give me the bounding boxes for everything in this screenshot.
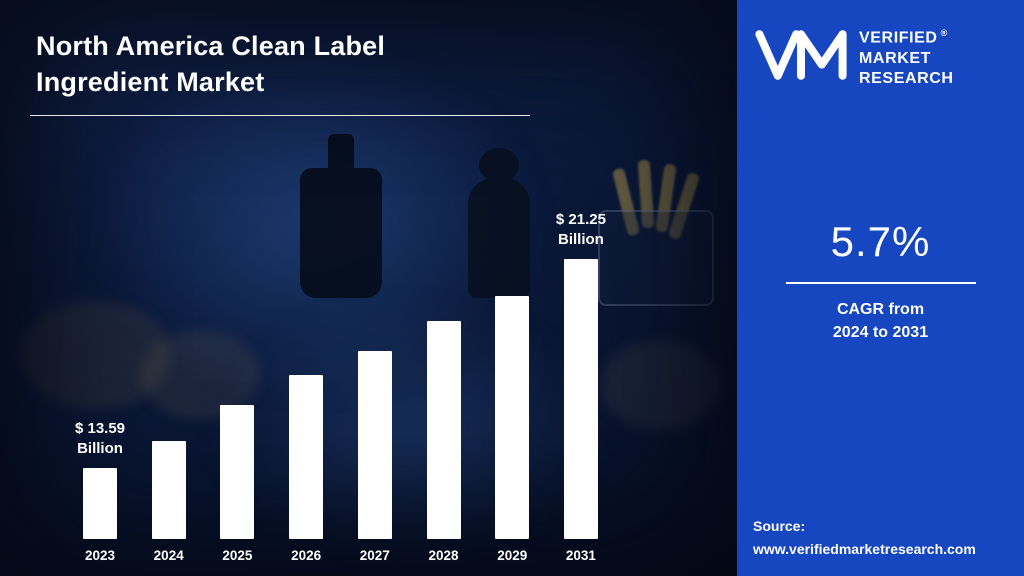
- bar: [563, 259, 598, 539]
- x-axis-label: 2026: [291, 548, 322, 563]
- bar-column: 2026: [274, 144, 338, 564]
- x-axis-label: 2023: [84, 548, 116, 563]
- bar-column: 2024: [137, 144, 201, 564]
- brand-line3: RESEARCH: [859, 70, 954, 88]
- source-label: Source:: [753, 518, 806, 535]
- market-bar-chart: $ 13.59 Billion 2023 2024 2025 2026 2027 2028 20…: [68, 144, 613, 564]
- bar-value-annotation: $ 13.59 Billion: [74, 419, 126, 457]
- bar: [83, 468, 117, 539]
- bar: [357, 351, 392, 539]
- chart-panel: North America Clean Label Ingredient Mar…: [0, 0, 737, 576]
- cagr-caption-line1: CAGR from: [836, 300, 925, 318]
- bar-column: 2028: [412, 144, 476, 564]
- bar-column: $ 21.25 Billion 2031: [549, 144, 613, 564]
- bar: [151, 441, 186, 539]
- x-axis-label: 2025: [222, 548, 253, 563]
- bar-column: 2027: [343, 144, 407, 564]
- bar-column: 2029: [480, 144, 544, 564]
- brand-line1: VERIFIED: [859, 29, 938, 47]
- source-block: Source: www.verifiedmarketresearch.com: [753, 515, 976, 560]
- x-axis-label: 2027: [359, 548, 390, 563]
- x-axis-label: 2028: [428, 548, 459, 563]
- bar: [426, 321, 461, 539]
- background-photo: [20, 46, 720, 559]
- info-panel: VERIFIED ® MARKET RESEARCH 5.7% CAGR from…: [737, 0, 1024, 576]
- source-url-link[interactable]: www.verifiedmarketresearch.com: [753, 540, 976, 557]
- brand-block: VERIFIED ® MARKET RESEARCH: [737, 0, 1024, 90]
- bar: [495, 296, 530, 539]
- brand-name: VERIFIED ® MARKET RESEARCH: [859, 26, 954, 90]
- pepper-grinder-silhouette: [468, 148, 530, 298]
- cagr-caption-line2: 2024 to 2031: [832, 323, 929, 341]
- bar-column: $ 13.59 Billion 2023: [68, 144, 132, 564]
- cagr-stat: 5.7% CAGR from 2024 to 2031: [737, 218, 1024, 344]
- page-title: North America Clean Label Ingredient Mar…: [36, 28, 530, 101]
- bar-value-annotation: $ 21.25 Billion: [555, 210, 606, 248]
- bottle-silhouette: [300, 134, 382, 298]
- bar: [220, 405, 255, 539]
- x-axis-label: 2024: [153, 548, 184, 563]
- x-axis-label: 2031: [565, 548, 596, 563]
- vmr-logo-icon: [755, 30, 847, 80]
- brand-line2: MARKET: [859, 49, 932, 67]
- stat-divider: [785, 281, 976, 284]
- background-glow: [206, 299, 612, 559]
- food-blur: [600, 340, 720, 430]
- wire-basket-silhouette: [598, 210, 714, 306]
- bar-column: 2025: [205, 144, 269, 564]
- cagr-caption: CAGR from 2024 to 2031: [737, 298, 1024, 344]
- title-block: North America Clean Label Ingredient Mar…: [30, 28, 530, 116]
- registered-mark: ®: [940, 28, 948, 38]
- food-blur: [20, 300, 170, 410]
- bar: [289, 375, 324, 539]
- page-title-line2: Ingredient Market: [36, 67, 265, 98]
- cagr-value: 5.7%: [830, 217, 931, 265]
- page-title-line1: North America Clean Label: [36, 31, 386, 61]
- title-underline: [30, 114, 530, 116]
- x-axis-label: 2029: [497, 548, 528, 563]
